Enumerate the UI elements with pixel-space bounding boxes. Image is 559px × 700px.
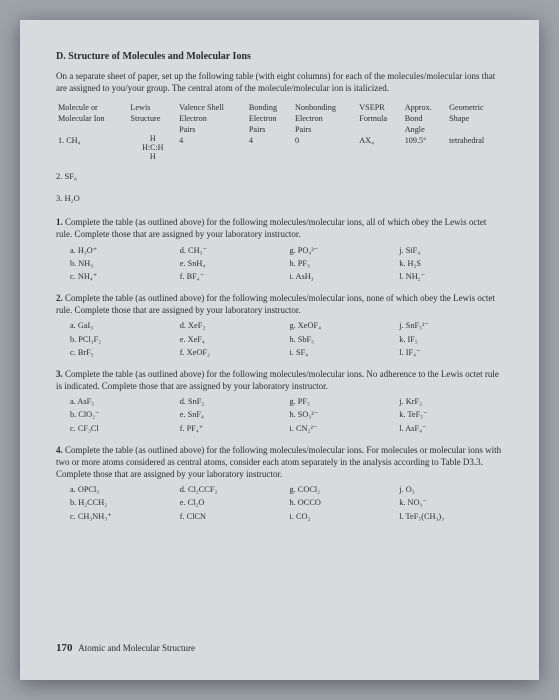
question-1: 1. Complete the table (as outlined above…: [56, 216, 503, 282]
list-item: l. AsF₄⁻: [399, 423, 503, 434]
list-item: d. SnF₂: [180, 396, 284, 407]
cell-vsepr: AX₄: [357, 135, 402, 161]
list-item: k. H₂S: [399, 258, 503, 269]
list-item: f. ClCN: [180, 511, 284, 522]
q1-text: Complete the table (as outlined above) f…: [56, 217, 486, 239]
list-item: i. AsH₃: [290, 271, 394, 282]
cell-nbep: 0: [293, 135, 357, 161]
list-item: a. AsF₅: [70, 396, 174, 407]
list-item: e. XeF₄: [180, 334, 284, 345]
question-list: 1. Complete the table (as outlined above…: [56, 216, 503, 522]
q1-number: 1.: [56, 217, 63, 227]
col-vsepr: VSEPR Formula: [357, 102, 402, 135]
list-item: c. NH₄⁺: [70, 271, 174, 282]
list-item: h. SbF₅: [290, 334, 394, 345]
list-item: k. TeF₅⁻: [399, 409, 503, 420]
list-item: k. IF₅: [399, 334, 503, 345]
question-2: 2. Complete the table (as outlined above…: [56, 292, 503, 358]
col-shape: Geometric Shape: [447, 102, 503, 135]
col-nbep: Nonbonding Electron Pairs: [293, 102, 357, 135]
q3-items: a. AsF₅ d. SnF₂ g. PF₅ j. KrF₂ b. ClO₂⁻ …: [70, 396, 503, 434]
section-letter: D.: [56, 51, 66, 62]
list-item: c. BrF₅: [70, 347, 174, 358]
q2-text: Complete the table (as outlined above) f…: [56, 293, 495, 315]
list-item: b. H₂CCH₂: [70, 497, 174, 508]
list-item: f. PF₄⁺: [180, 423, 284, 434]
cell-lewis: H H:C:H H: [128, 135, 177, 161]
col-vse: Valence Shell Electron Pairs: [177, 102, 247, 135]
list-item: e. SnH₄: [180, 258, 284, 269]
list-item: j. SnF₅²⁻: [399, 320, 503, 331]
list-item: d. Cl₂CCF₂: [180, 484, 284, 495]
list-item: h. OCCO: [290, 497, 394, 508]
page-number: 170: [56, 642, 73, 654]
list-item: i. SF₄: [290, 347, 394, 358]
col-bep: Bonding Electron Pairs: [247, 102, 293, 135]
list-item: j. KrF₂: [399, 396, 503, 407]
list-item: c. CH₃NH₃⁺: [70, 511, 174, 522]
list-item: i. CN₂²⁻: [290, 423, 394, 434]
q2-number: 2.: [56, 293, 63, 303]
list-item: d. XeF₂: [180, 320, 284, 331]
q1-items: a. H₃O⁺ d. CH₃⁻ g. PO₄³⁻ j. SiF₄ b. NH₃ …: [70, 245, 503, 283]
col-lewis: Lewis Structure: [128, 102, 177, 135]
cell-shape: tetrahedral: [447, 135, 503, 161]
list-item: e. SnF₄: [180, 409, 284, 420]
q4-text: Complete the table (as outlined above) f…: [56, 445, 501, 479]
question-4: 4. Complete the table (as outlined above…: [56, 444, 503, 522]
col-molecule: Molecule or Molecular Ion: [56, 102, 128, 135]
q4-number: 4.: [56, 445, 63, 455]
list-item: l. TeF₅(CH₃)₃: [399, 511, 503, 522]
list-item: g. PO₄³⁻: [290, 245, 394, 256]
list-item: a. H₃O⁺: [70, 245, 174, 256]
list-item: h. SO₃²⁻: [290, 409, 394, 420]
table-header-row: Molecule or Molecular Ion Lewis Structur…: [56, 102, 503, 135]
cell-angle: 109.5°: [403, 135, 447, 161]
list-item: d. CH₃⁻: [180, 245, 284, 256]
list-item: b. NH₃: [70, 258, 174, 269]
list-item: j. SiF₄: [399, 245, 503, 256]
list-item: i. CO₂: [290, 511, 394, 522]
list-item: g. XeOF₄: [290, 320, 394, 331]
q2-items: a. GaI₃ d. XeF₂ g. XeOF₄ j. SnF₅²⁻ b. PC…: [70, 320, 503, 358]
cell-vse: 4: [177, 135, 247, 161]
cell-molecule: 1. CH₄: [56, 135, 128, 161]
list-item: b. ClO₂⁻: [70, 409, 174, 420]
cell-bep: 4: [247, 135, 293, 161]
list-item: b. PCl₃F₂: [70, 334, 174, 345]
list-item: l. IF₄⁻: [399, 347, 503, 358]
extra-row-2: 2. SF₆: [56, 171, 503, 182]
list-item: g. PF₅: [290, 396, 394, 407]
list-item: a. GaI₃: [70, 320, 174, 331]
q3-text: Complete the table (as outlined above) f…: [56, 369, 499, 391]
page: D. Structure of Molecules and Molecular …: [20, 20, 539, 680]
list-item: f. XeOF₂: [180, 347, 284, 358]
col-angle: Approx. Bond Angle: [403, 102, 447, 135]
q3-number: 3.: [56, 369, 63, 379]
list-item: l. NH₂⁻: [399, 271, 503, 282]
extra-row-3: 3. H₂O: [56, 193, 503, 204]
section-title: Structure of Molecules and Molecular Ion…: [68, 51, 251, 62]
table-example-row: 1. CH₄ H H:C:H H 4 4 0 AX₄ 109.5° tetrah…: [56, 135, 503, 161]
page-footer: 170 Atomic and Molecular Structure: [56, 641, 195, 656]
q4-items: a. OPCl₃ d. Cl₂CCF₂ g. COCl₂ j. O₃ b. H₂…: [70, 484, 503, 522]
list-item: g. COCl₂: [290, 484, 394, 495]
intro-paragraph: On a separate sheet of paper, set up the…: [56, 70, 503, 94]
list-item: e. Cl₂O: [180, 497, 284, 508]
list-item: a. OPCl₃: [70, 484, 174, 495]
list-item: f. BF₄⁻: [180, 271, 284, 282]
list-item: c. CF₃Cl: [70, 423, 174, 434]
footer-text: Atomic and Molecular Structure: [78, 643, 195, 653]
column-headers-table: Molecule or Molecular Ion Lewis Structur…: [56, 102, 503, 162]
question-3: 3. Complete the table (as outlined above…: [56, 368, 503, 434]
list-item: k. NO₃⁻: [399, 497, 503, 508]
section-heading: D. Structure of Molecules and Molecular …: [56, 50, 503, 64]
list-item: h. PF₃: [290, 258, 394, 269]
list-item: j. O₃: [399, 484, 503, 495]
